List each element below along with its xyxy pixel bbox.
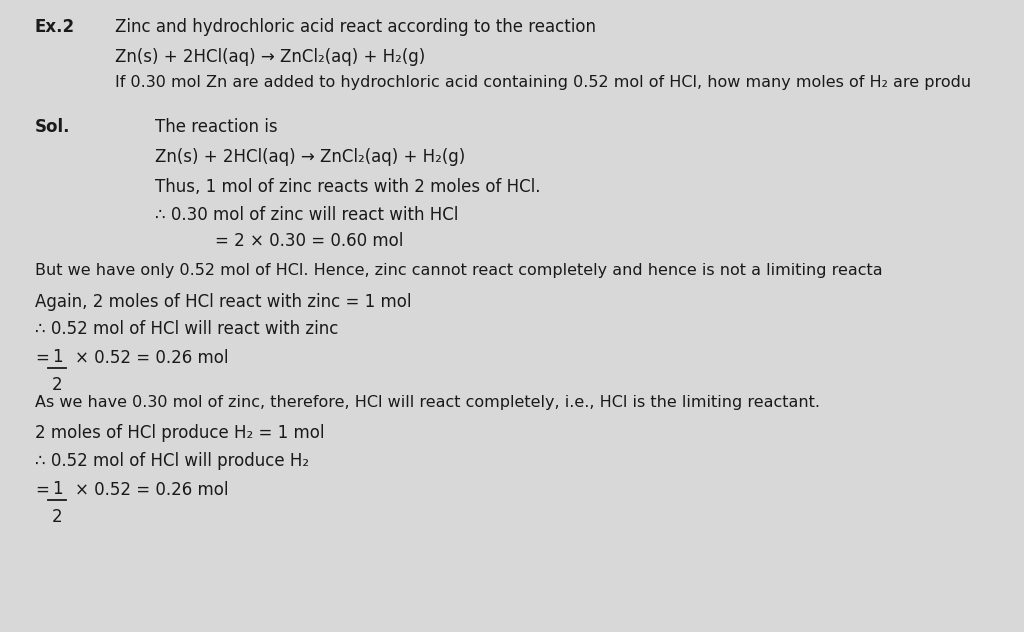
Text: Thus, 1 mol of zinc reacts with 2 moles of HCl.: Thus, 1 mol of zinc reacts with 2 moles …: [155, 178, 541, 196]
Text: The reaction is: The reaction is: [155, 118, 278, 136]
Text: Zn(s) + 2HCl(aq) → ZnCl₂(aq) + H₂(g): Zn(s) + 2HCl(aq) → ZnCl₂(aq) + H₂(g): [115, 48, 425, 66]
Text: As we have 0.30 mol of zinc, therefore, HCl will react completely, i.e., HCl is : As we have 0.30 mol of zinc, therefore, …: [35, 395, 820, 410]
Text: 2: 2: [51, 508, 62, 526]
Text: 1: 1: [51, 348, 62, 366]
Text: But we have only 0.52 mol of HCl. Hence, zinc cannot react completely and hence : But we have only 0.52 mol of HCl. Hence,…: [35, 263, 883, 278]
Text: ∴ 0.52 mol of HCl will react with zinc: ∴ 0.52 mol of HCl will react with zinc: [35, 320, 338, 338]
Text: × 0.52 = 0.26 mol: × 0.52 = 0.26 mol: [75, 349, 228, 367]
Text: × 0.52 = 0.26 mol: × 0.52 = 0.26 mol: [75, 481, 228, 499]
Text: =: =: [35, 349, 49, 367]
Text: Zn(s) + 2HCl(aq) → ZnCl₂(aq) + H₂(g): Zn(s) + 2HCl(aq) → ZnCl₂(aq) + H₂(g): [155, 148, 465, 166]
Text: ∴ 0.30 mol of zinc will react with HCl: ∴ 0.30 mol of zinc will react with HCl: [155, 206, 459, 224]
Text: Ex.2: Ex.2: [35, 18, 75, 36]
Text: =: =: [35, 481, 49, 499]
Text: 2 moles of HCl produce H₂ = 1 mol: 2 moles of HCl produce H₂ = 1 mol: [35, 424, 325, 442]
Text: Zinc and hydrochloric acid react according to the reaction: Zinc and hydrochloric acid react accordi…: [115, 18, 596, 36]
Text: Sol.: Sol.: [35, 118, 71, 136]
Text: Again, 2 moles of HCl react with zinc = 1 mol: Again, 2 moles of HCl react with zinc = …: [35, 293, 412, 311]
Text: = 2 × 0.30 = 0.60 mol: = 2 × 0.30 = 0.60 mol: [215, 232, 403, 250]
Text: 1: 1: [51, 480, 62, 498]
Text: 2: 2: [51, 376, 62, 394]
Text: ∴ 0.52 mol of HCl will produce H₂: ∴ 0.52 mol of HCl will produce H₂: [35, 452, 309, 470]
Text: If 0.30 mol Zn are added to hydrochloric acid containing 0.52 mol of HCl, how ma: If 0.30 mol Zn are added to hydrochloric…: [115, 75, 971, 90]
